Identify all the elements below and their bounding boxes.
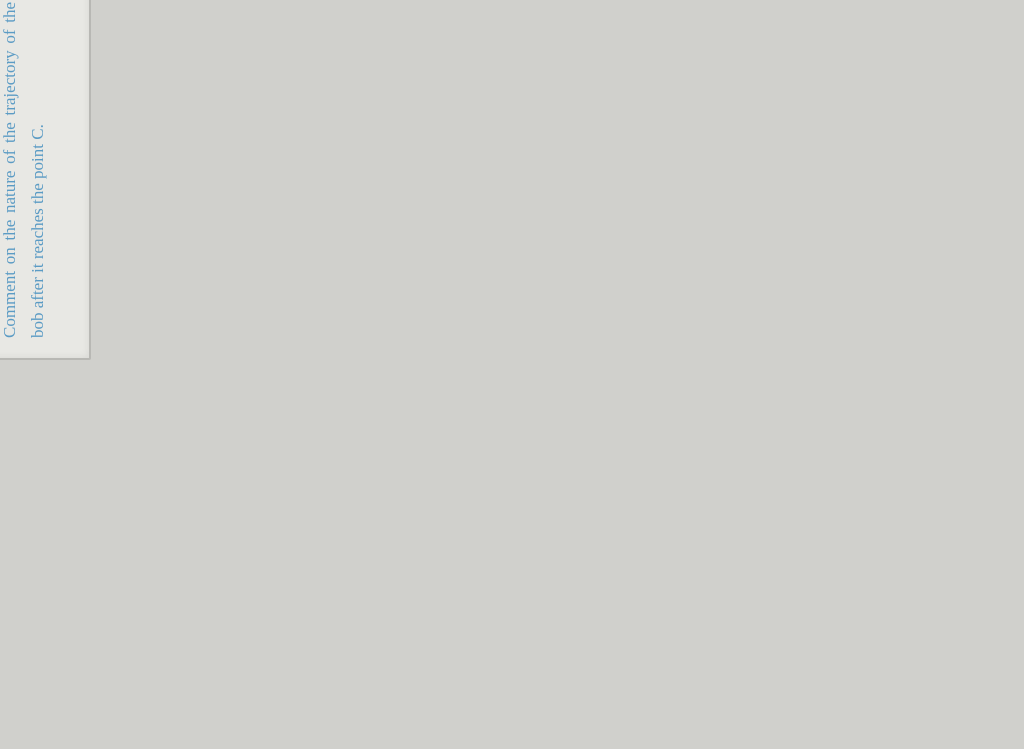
- example-paragraph: Example 6.7 A bob of mass m is suspended…: [0, 2, 51, 338]
- text-part-5: ) at B and C. Comment on the nature of t…: [0, 2, 47, 338]
- example-text-box: Example 6.7 A bob of mass m is suspended…: [0, 0, 91, 360]
- page-container: Example 6.7 A bob of mass m is suspended…: [0, 0, 91, 360]
